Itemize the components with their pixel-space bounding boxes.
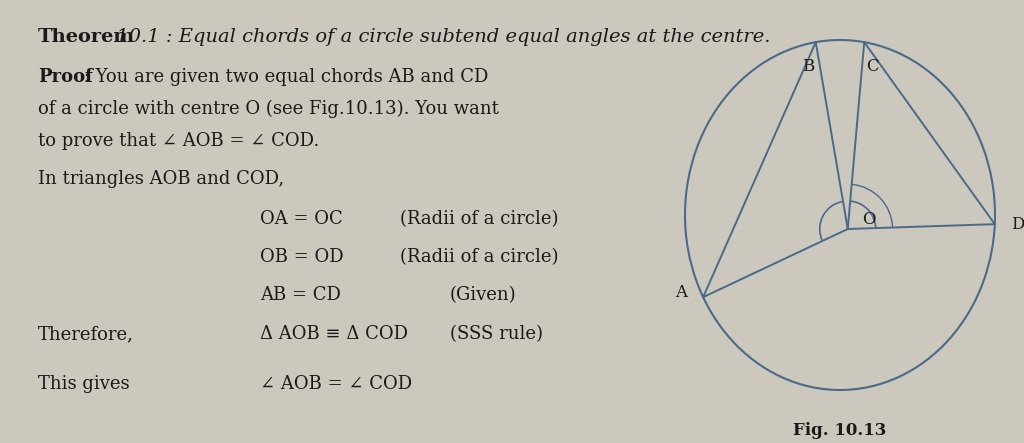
Text: of a circle with centre O (see Fig.10.13). You want: of a circle with centre O (see Fig.10.13… bbox=[38, 100, 499, 118]
Text: Proof: Proof bbox=[38, 68, 93, 86]
Text: O: O bbox=[862, 210, 876, 228]
Text: Therefore,: Therefore, bbox=[38, 325, 134, 343]
Text: (Given): (Given) bbox=[450, 286, 517, 304]
Text: Theorem: Theorem bbox=[38, 28, 135, 46]
Text: AB = CD: AB = CD bbox=[260, 286, 341, 304]
Text: 10.1 : Equal chords of a circle subtend equal angles at the centre.: 10.1 : Equal chords of a circle subtend … bbox=[110, 28, 770, 46]
Text: (Radii of a circle): (Radii of a circle) bbox=[400, 210, 558, 228]
Text: ∠ AOB = ∠ COD: ∠ AOB = ∠ COD bbox=[260, 375, 412, 393]
Text: : You are given two equal chords AB and CD: : You are given two equal chords AB and … bbox=[78, 68, 488, 86]
Text: A: A bbox=[675, 284, 687, 301]
Text: C: C bbox=[866, 58, 879, 75]
Text: In triangles AOB and COD,: In triangles AOB and COD, bbox=[38, 170, 284, 188]
Text: to prove that ∠ AOB = ∠ COD.: to prove that ∠ AOB = ∠ COD. bbox=[38, 132, 319, 150]
Text: B: B bbox=[802, 58, 814, 75]
Text: Fig. 10.13: Fig. 10.13 bbox=[794, 422, 887, 439]
Text: This gives: This gives bbox=[38, 375, 130, 393]
Text: OA = OC: OA = OC bbox=[260, 210, 343, 228]
Text: (SSS rule): (SSS rule) bbox=[450, 325, 543, 343]
Text: (Radii of a circle): (Radii of a circle) bbox=[400, 248, 558, 266]
Text: D: D bbox=[1011, 216, 1024, 233]
Text: Δ AOB ≡ Δ COD: Δ AOB ≡ Δ COD bbox=[260, 325, 408, 343]
Text: OB = OD: OB = OD bbox=[260, 248, 344, 266]
